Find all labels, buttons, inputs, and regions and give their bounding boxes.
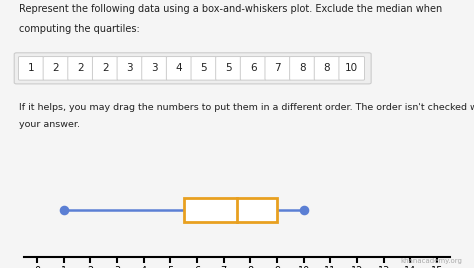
Text: 3: 3 [127, 63, 133, 73]
Text: Represent the following data using a box-and-whiskers plot. Exclude the median w: Represent the following data using a box… [19, 4, 442, 14]
Text: your answer.: your answer. [19, 120, 80, 129]
Point [300, 208, 308, 213]
Text: 5: 5 [201, 63, 207, 73]
Point [60, 208, 67, 213]
Text: 7: 7 [274, 63, 281, 73]
Text: 2: 2 [53, 63, 59, 73]
Text: 6: 6 [250, 63, 256, 73]
Text: khanacademy.org: khanacademy.org [400, 258, 462, 264]
Text: 2: 2 [102, 63, 109, 73]
Text: 5: 5 [225, 63, 232, 73]
Text: 8: 8 [299, 63, 306, 73]
Text: 4: 4 [176, 63, 182, 73]
Text: 1: 1 [28, 63, 35, 73]
Text: computing the quartiles:: computing the quartiles: [19, 24, 140, 34]
Text: 3: 3 [151, 63, 158, 73]
Text: 10: 10 [345, 63, 358, 73]
Bar [184, 198, 277, 222]
Text: If it helps, you may drag the numbers to put them in a different order. The orde: If it helps, you may drag the numbers to… [19, 103, 474, 112]
Text: 8: 8 [324, 63, 330, 73]
Text: 2: 2 [77, 63, 84, 73]
